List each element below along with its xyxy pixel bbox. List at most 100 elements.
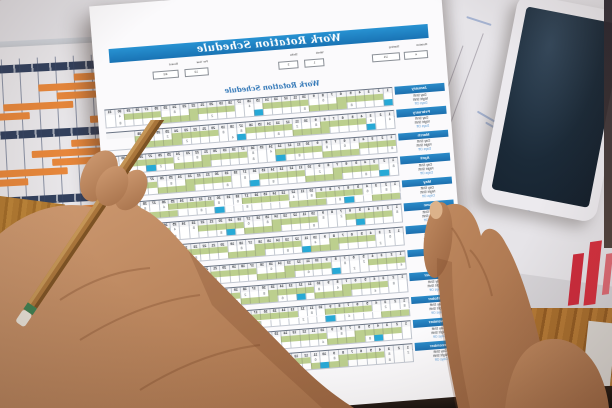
right-hand-holding-paper [423, 201, 609, 408]
grid-cell [244, 109, 255, 117]
month-label: January [411, 85, 428, 92]
hours-digit: 4 [388, 117, 391, 122]
days-off-text: Days Off [416, 124, 430, 129]
hours-digit: 2 [211, 114, 214, 118]
grid-cell [377, 263, 388, 271]
highlight-day-cell [379, 169, 390, 177]
grid-cell: 8 [346, 101, 356, 109]
highlight-day-cell [373, 334, 384, 342]
work-period-cell [309, 104, 319, 112]
form-field-box: 1/1 [371, 52, 401, 63]
pencil [16, 120, 174, 327]
grid-cell [281, 106, 292, 114]
grid-cell: 2 [207, 112, 218, 120]
form-field: Starting 1/1 [371, 45, 401, 63]
hours-digit: 6 [322, 99, 325, 104]
work-period-cell [336, 102, 347, 110]
form-field-box: 13 [184, 67, 209, 78]
highlight-day-cell [383, 98, 393, 106]
thumb-nail [429, 201, 443, 219]
month-label: April [420, 155, 430, 162]
finger-creases [451, 227, 493, 297]
form-field-label: Per Year [196, 60, 208, 65]
highlight-day-cell [253, 109, 264, 116]
hours-digit: 8 [174, 111, 177, 115]
grid-cell [373, 99, 384, 107]
pencil-shaft [27, 120, 174, 309]
grid-cell [272, 107, 282, 115]
pencil-highlight [27, 120, 168, 305]
days-off-text: Days Off [419, 170, 433, 176]
hand-creases [59, 267, 261, 391]
left-hand-holding-pencil [0, 120, 354, 408]
gripping-finger [95, 166, 129, 206]
form-field: Week 1 [303, 51, 325, 68]
hours-digit: 8 [391, 147, 394, 151]
grid-cell [384, 122, 395, 129]
finger-shading [436, 258, 470, 408]
left-palm [0, 200, 354, 408]
hours-digit: 4 [248, 105, 251, 109]
hours-digit: 4 [118, 115, 121, 120]
form-field: Per Year 13 [184, 60, 209, 78]
work-period-cell [371, 193, 382, 201]
form-field-label: Shifts [289, 53, 298, 57]
pencil-ferrule [23, 302, 38, 316]
month-label: March [417, 132, 430, 138]
hours-digit: 8 [304, 106, 307, 111]
right-thumb [423, 202, 453, 278]
grid-cell [371, 311, 382, 318]
gantt-task-bar [3, 100, 74, 112]
form-field-label: Starting [388, 45, 400, 50]
work-period-cell [327, 103, 338, 111]
grid-cell [373, 217, 384, 224]
hours-digit: 2 [384, 305, 388, 310]
grid-cell: 8 [299, 105, 310, 113]
grid-cell [216, 112, 227, 119]
pencil-shadow [34, 120, 174, 309]
hours-digit: 8 [350, 103, 353, 107]
form-field-box: 3 [278, 60, 299, 70]
form-field-value: 4/2 [163, 72, 168, 77]
form-field-label: Week [315, 51, 324, 55]
form-field: Shifts 3 [278, 53, 299, 70]
form-field: Rotation 4 [403, 43, 429, 60]
form-field-value: 3 [287, 63, 290, 67]
grid-cell [364, 100, 375, 108]
grid-cell [388, 168, 399, 176]
form-field-box: 1 [303, 58, 325, 68]
days-off-text: Days Off [414, 100, 428, 106]
right-wrist [505, 338, 609, 408]
grid-cell: 2 [375, 240, 386, 248]
form-field-value: 4 [415, 53, 417, 57]
grid-cell [235, 110, 245, 118]
hours-digit: 8 [392, 164, 395, 168]
work-period-cell [318, 104, 329, 111]
hours-digit: 8 [384, 188, 388, 192]
month-label: February [412, 108, 431, 115]
form-field-value: 13 [194, 70, 199, 74]
days-off-text: Days Off [418, 147, 431, 152]
form-field-value: 1/1 [383, 55, 389, 59]
grid-cell: 8 [386, 145, 397, 153]
pencil-eraser [16, 310, 32, 327]
photo-edge-shadow [604, 0, 612, 248]
grid-cell [290, 106, 301, 113]
form-field-box: 4 [403, 50, 429, 60]
form-field-label: Round [169, 62, 179, 67]
grid-cell [375, 357, 386, 365]
hours-digit: 4 [374, 289, 377, 293]
grid-cell [262, 108, 273, 116]
grid-cell [375, 122, 386, 130]
month-label: May [422, 179, 432, 185]
grid-cell [355, 101, 366, 108]
form-field-box: 4/2 [152, 69, 180, 80]
form-field-value: 1 [313, 61, 316, 65]
grid-cell [379, 287, 389, 294]
grid-cell [377, 146, 388, 154]
hours-digit: 2 [379, 241, 383, 246]
form-field: Round 4/2 [152, 62, 180, 80]
grid-cell [225, 111, 236, 119]
form-field-label: Rotation [415, 43, 428, 47]
